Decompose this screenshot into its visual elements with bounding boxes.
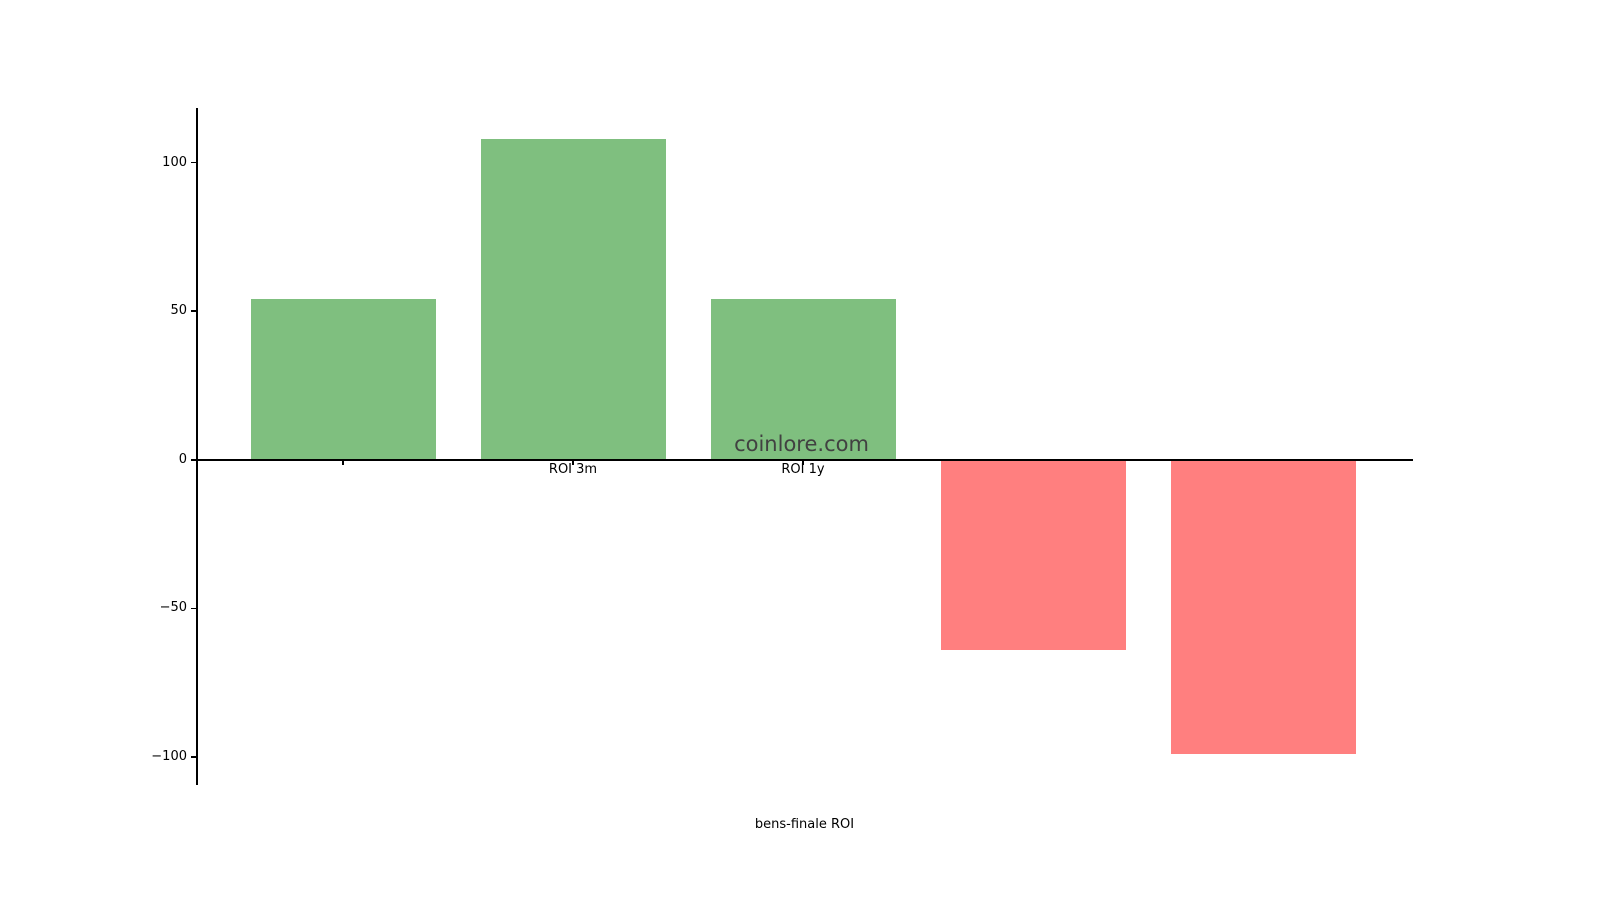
y-tick-mark bbox=[191, 607, 196, 610]
bar-negative bbox=[1170, 459, 1356, 755]
x-tick-mark bbox=[572, 459, 574, 465]
bar-positive bbox=[480, 138, 666, 460]
y-tick-label: 100 bbox=[162, 154, 187, 170]
bar-positive bbox=[710, 299, 896, 460]
x-axis-line bbox=[196, 459, 1413, 461]
x-tick-label: ROI 1y bbox=[781, 461, 825, 477]
x-tick-label: ROI 3m bbox=[548, 461, 598, 477]
y-tick-label: −50 bbox=[159, 600, 187, 616]
y-tick-label: 0 bbox=[178, 451, 187, 467]
chart-title: bens-finale ROI bbox=[754, 817, 855, 832]
y-axis-line bbox=[196, 108, 198, 785]
y-tick-label: 50 bbox=[170, 303, 187, 319]
coinlore-watermark: coinlore.com bbox=[734, 432, 869, 456]
y-tick-mark bbox=[191, 161, 196, 164]
x-tick-mark bbox=[342, 459, 344, 465]
y-tick-mark bbox=[191, 459, 196, 461]
bar-positive bbox=[250, 299, 436, 460]
x-tick-mark bbox=[802, 459, 804, 465]
bar-negative bbox=[940, 459, 1126, 651]
y-tick-label: −100 bbox=[151, 749, 187, 765]
y-tick-mark bbox=[191, 756, 196, 758]
y-tick-mark bbox=[191, 310, 196, 313]
